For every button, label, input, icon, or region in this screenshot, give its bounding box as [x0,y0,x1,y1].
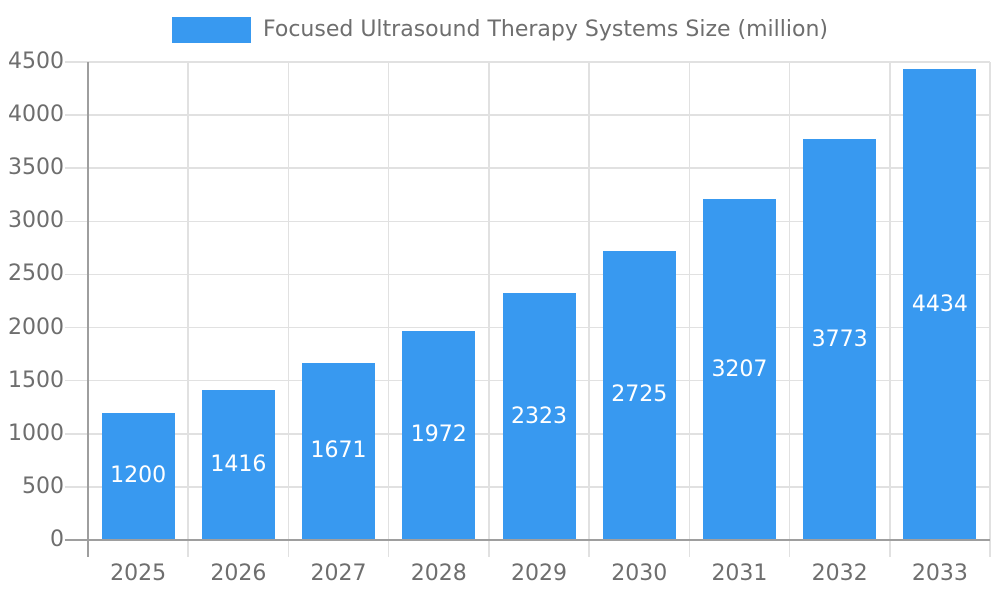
bar-value-label: 2323 [511,403,567,429]
y-gridline [65,167,990,169]
y-gridline [65,220,990,223]
x-axis-tick-label: 2030 [611,561,668,586]
x-gridline [889,62,891,557]
x-gridline [387,62,390,557]
bar-2032[interactable] [803,139,877,540]
bar-2030[interactable] [602,250,676,540]
x-axis-tick-label: 2032 [811,561,868,586]
x-gridline [989,62,991,557]
x-axis-tick-label: 2028 [410,561,467,586]
bar-2027[interactable] [302,362,376,540]
x-axis-tick-label: 2027 [310,561,367,586]
x-gridline [788,62,791,557]
y-axis-tick-label: 500 [22,473,64,499]
y-axis-tick-label: 1500 [8,367,64,393]
bar-value-label: 1200 [110,463,167,489]
y-axis-tick-label: 2000 [8,314,64,340]
bar-2029[interactable] [502,293,576,540]
bar-2025[interactable] [101,412,175,540]
x-axis-line [65,539,990,541]
x-gridline [287,62,290,557]
x-gridline [688,62,691,557]
bar-2033[interactable] [903,69,977,540]
bar-value-label: 4434 [911,291,968,317]
bar-value-label: 1416 [210,451,267,477]
x-gridline [187,62,189,557]
x-axis-tick-label: 2029 [511,561,567,586]
bar-value-label: 1972 [410,422,467,448]
x-gridline [588,62,590,557]
bar-2028[interactable] [402,330,476,540]
y-axis-tick-label: 2500 [8,261,64,287]
y-gridline [65,61,990,63]
x-axis-tick-label: 2031 [711,561,768,586]
y-axis-tick-label: 0 [50,527,64,552]
x-axis-tick-label: 2025 [110,561,167,586]
legend[interactable]: Focused Ultrasound Therapy Systems Size … [0,17,1000,43]
y-axis-tick-label: 3500 [8,155,64,181]
bar-value-label: 3207 [711,356,768,382]
y-axis-tick-label: 1000 [8,420,64,446]
bar-2031[interactable] [702,199,776,540]
y-gridline [65,273,990,276]
y-axis-tick-label: 4500 [8,49,64,74]
legend-label: Focused Ultrasound Therapy Systems Size … [263,17,828,42]
x-gridline [488,62,490,557]
bar-value-label: 2725 [611,382,668,408]
bar-value-label: 3773 [811,326,868,352]
x-axis-tick-label: 2033 [911,561,968,586]
bar-2026[interactable] [201,389,275,540]
y-axis-tick-label: 4000 [8,102,64,128]
y-axis-tick-label: 3000 [8,208,64,234]
bar-value-label: 1671 [310,438,367,464]
x-axis-tick-label: 2026 [210,561,267,586]
legend-swatch [172,17,251,43]
y-gridline [65,114,990,116]
y-axis-line [87,62,89,557]
